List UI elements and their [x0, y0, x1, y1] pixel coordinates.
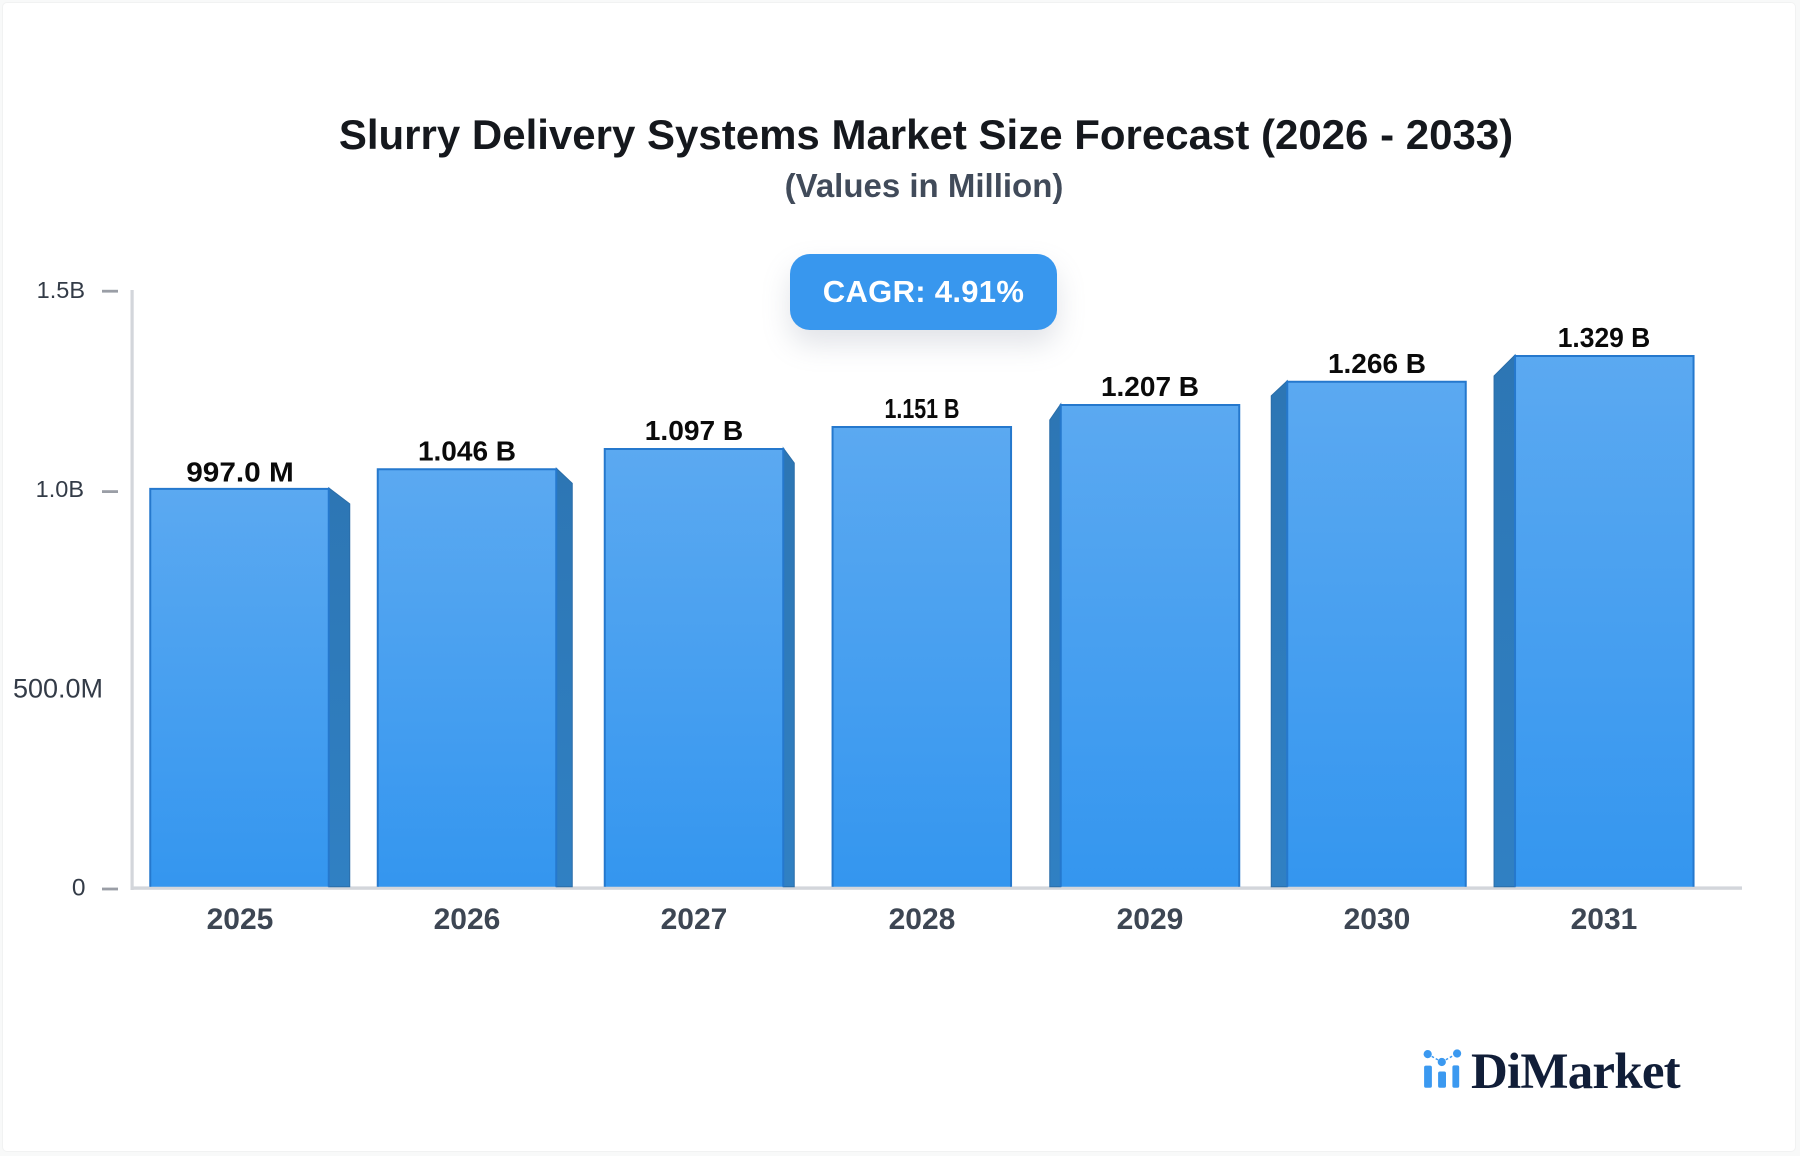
svg-text:500.0M: 500.0M [13, 674, 103, 704]
svg-text:2029: 2029 [1117, 903, 1184, 936]
svg-text:2026: 2026 [434, 903, 501, 936]
svg-text:0: 0 [72, 875, 86, 902]
svg-text:1.329 B: 1.329 B [1558, 322, 1651, 353]
svg-text:2028: 2028 [889, 903, 956, 936]
svg-text:1.0B: 1.0B [36, 476, 84, 502]
svg-text:DiMarket: DiMarket [1471, 1044, 1681, 1100]
svg-text:1.097 B: 1.097 B [645, 415, 744, 446]
svg-text:2031: 2031 [1571, 903, 1638, 936]
svg-text:2030: 2030 [1344, 903, 1411, 936]
svg-text:2027: 2027 [661, 903, 728, 936]
svg-text:1.207 B: 1.207 B [1101, 371, 1199, 402]
svg-text:997.0 M: 997.0 M [186, 457, 294, 488]
svg-text:1.151 B: 1.151 B [885, 393, 960, 424]
svg-text:1.266 B: 1.266 B [1328, 348, 1426, 379]
svg-text:1.046 B: 1.046 B [418, 435, 516, 466]
svg-text:1.5B: 1.5B [37, 277, 85, 303]
svg-text:2025: 2025 [207, 903, 274, 936]
